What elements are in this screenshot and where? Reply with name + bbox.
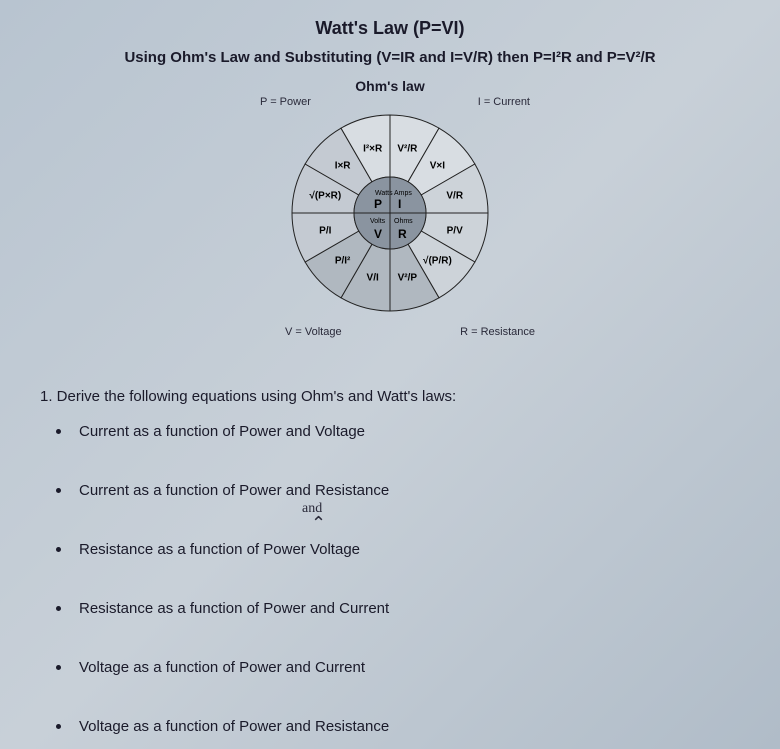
sector-formula-10: I×R (335, 161, 352, 172)
bullet-icon (56, 429, 61, 434)
sector-formula-8: P/I (319, 225, 331, 236)
bullet-icon (56, 665, 61, 670)
handwritten-caret: ⌃ (311, 513, 326, 534)
question-heading: 1. Derive the following equations using … (40, 388, 752, 405)
bullet-text-1: Current as a function of Power and Resis… (79, 482, 389, 499)
sector-formula-4: √(P/R) (423, 255, 452, 266)
sector-formula-11: I²×R (363, 143, 383, 154)
sector-formula-0: V²/R (397, 143, 418, 154)
bullet-row-4: Voltage as a function of Power and Curre… (56, 659, 752, 676)
ohms-wheel-diagram: Ohm's law P = Power I = Current V = Volt… (230, 78, 550, 348)
diagram-heading: Ohm's law (355, 78, 424, 94)
label-current: I = Current (478, 96, 530, 108)
bullet-text-2: Resistance as a function of Power Voltag… (79, 541, 360, 558)
sector-formula-1: V×I (430, 161, 446, 172)
sector-formula-3: P/V (447, 225, 463, 236)
bullet-icon (56, 547, 61, 552)
bullet-icon (56, 488, 61, 493)
bullet-row-3: Resistance as a function of Power and Cu… (56, 600, 752, 617)
bullet-row-2: Resistance as a function of Power Voltag… (56, 541, 752, 558)
questions-section: 1. Derive the following equations using … (28, 388, 752, 735)
sector-formula-5: V²/P (398, 273, 418, 284)
bullet-text-0: Current as a function of Power and Volta… (79, 423, 365, 440)
center-watts: Watts (375, 190, 393, 197)
center-i: I (398, 197, 401, 211)
label-power: P = Power (260, 96, 311, 108)
bullet-icon (56, 724, 61, 729)
center-v: V (374, 227, 382, 241)
bullet-row-1: Current as a function of Power and Resis… (56, 482, 752, 499)
sector-formula-7: P/I² (335, 255, 351, 266)
page-title: Watt's Law (P=VI) (28, 18, 752, 39)
center-p: P (374, 197, 382, 211)
sector-formula-9: √(P×R) (309, 191, 341, 202)
bullet-row-0: Current as a function of Power and Volta… (56, 423, 752, 440)
center-volts: Volts (370, 218, 386, 225)
sector-formula-2: V/R (446, 191, 463, 202)
label-voltage: V = Voltage (285, 326, 342, 338)
sector-formula-6: V/I (367, 273, 379, 284)
bullet-row-5: Voltage as a function of Power and Resis… (56, 718, 752, 735)
formula-wheel: V²/R V×I V/R P/V √(P/R) V²/P V/I P/I² P/I √(P×R) I… (290, 113, 490, 313)
page-subtitle: Using Ohm's Law and Substituting (V=IR a… (28, 49, 752, 66)
bullet-text-4: Voltage as a function of Power and Curre… (79, 659, 365, 676)
bullet-text-3: Resistance as a function of Power and Cu… (79, 600, 389, 617)
label-resistance: R = Resistance (460, 326, 535, 338)
bullet-icon (56, 606, 61, 611)
center-ohms: Ohms (394, 218, 413, 225)
bullet-text-5: Voltage as a function of Power and Resis… (79, 718, 389, 735)
center-r: R (398, 227, 407, 241)
center-amps: Amps (394, 190, 412, 197)
